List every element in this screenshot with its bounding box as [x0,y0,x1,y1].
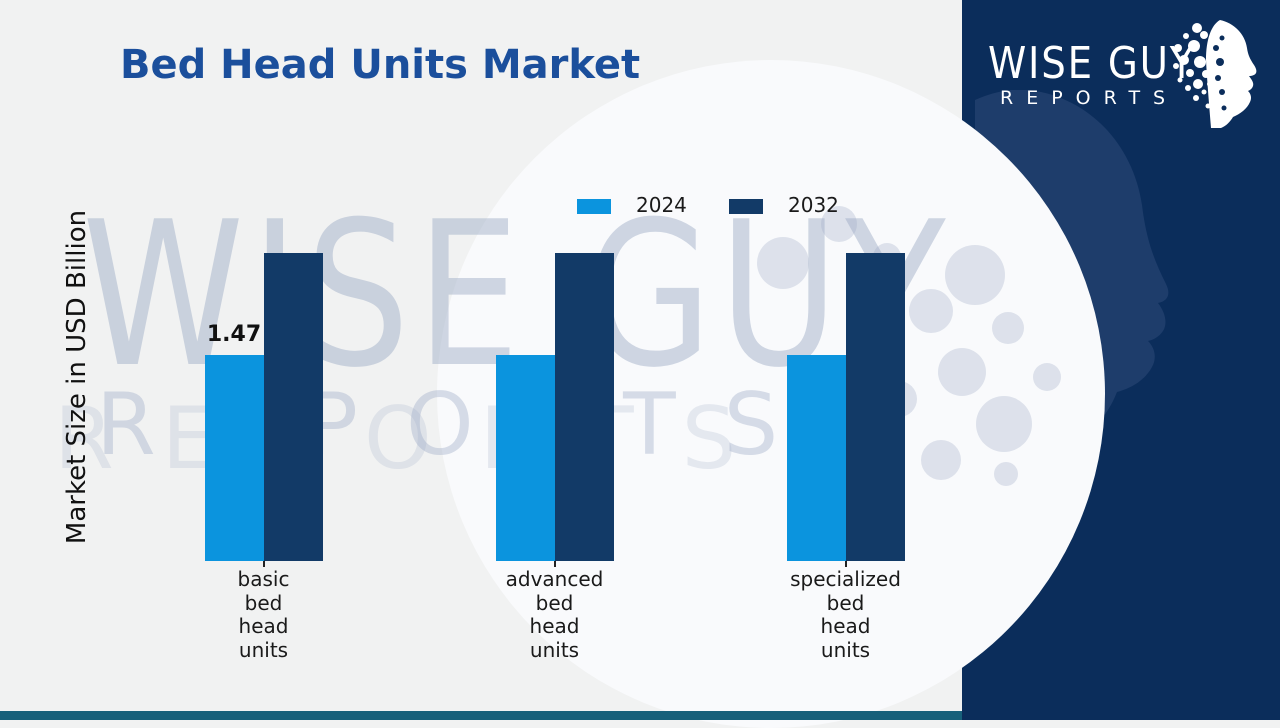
watermark-dot [757,237,809,289]
category-label: specialized bed head units [790,567,901,662]
bar-2024-category-2 [786,355,846,561]
legend-label-2024: 2024 [636,193,687,217]
watermark-dot [976,396,1032,452]
bar-2032-category-2 [845,253,905,561]
x-axis-tick [844,561,847,567]
x-axis-tick [553,561,556,567]
watermark-dot [994,462,1018,486]
watermark-dot [921,440,961,480]
watermark-dot [938,348,986,396]
logo-face-icon [1173,20,1257,128]
watermark-dot [821,206,857,242]
logo-brand-text: WISE GUY [988,38,1196,89]
watermark-dot [945,245,1005,305]
legend-label-2032: 2032 [788,193,839,217]
bar-2032-category-0 [263,253,323,561]
bar-value-label: 1.47 [206,322,262,347]
category-label: basic bed head units [237,567,290,662]
x-axis-tick [262,561,265,567]
legend-swatch-2024 [577,199,611,214]
watermark-dot [992,312,1024,344]
legend-swatch-2032 [729,199,763,214]
y-axis-label: Market Size in USD Billion [62,209,92,545]
bottom-accent-strip [0,711,962,720]
logo-reports-text: REPORTS [1000,87,1179,109]
watermark-dot [1033,363,1061,391]
bar-2024-category-0 [204,355,264,561]
bar-2024-category-1 [495,355,555,561]
category-label: advanced bed head units [505,567,604,662]
watermark-dot [909,289,953,333]
bar-2032-category-1 [554,253,614,561]
chart-title: Bed Head Units Market [120,42,641,88]
